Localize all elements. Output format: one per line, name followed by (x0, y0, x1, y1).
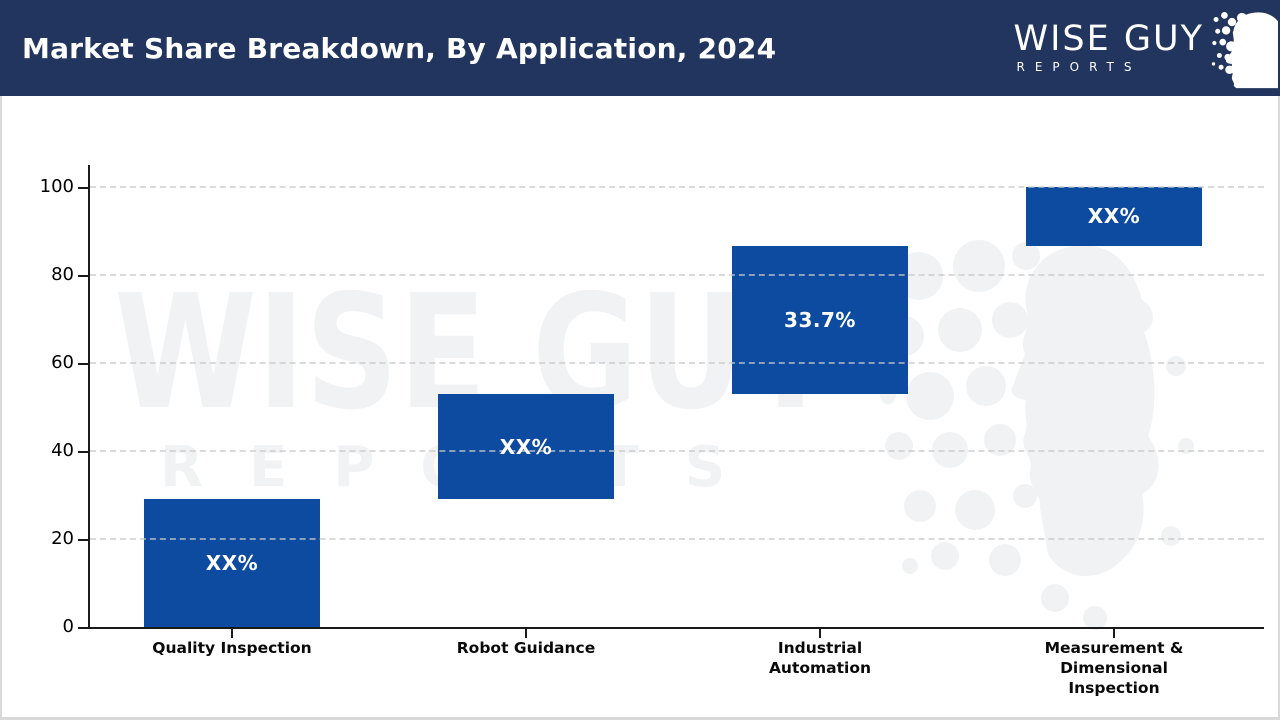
logo-head-icon (1211, 12, 1278, 89)
brand-logo: WISE GUY REPORTS (1013, 0, 1278, 96)
logo-wordmark: WISE GUY REPORTS (1013, 19, 1204, 75)
bar-value-label: XX% (499, 434, 553, 459)
plot-area: 0 20 40 60 80 100 XX% Quality Inspection XX% Robo… (2, 96, 1278, 717)
y-tick-mark (78, 187, 88, 189)
category-label: Quality Inspection (102, 638, 362, 658)
x-axis (88, 627, 1264, 629)
bar-value-label: 33.7% (784, 307, 856, 332)
bar-segment (1026, 187, 1202, 246)
x-tick-mark (525, 629, 527, 638)
y-tick-mark (78, 451, 88, 453)
logo-wordmark-line2: REPORTS (1016, 60, 1142, 74)
gridline (90, 450, 1264, 452)
bar-value-label: XX% (1087, 204, 1141, 229)
x-tick-mark (1113, 629, 1115, 638)
gridline (90, 186, 1264, 188)
logo-wordmark-line1: WISE GUY (1013, 19, 1204, 59)
category-label-line: Industrial (777, 639, 863, 657)
y-tick-label: 0 (62, 616, 74, 637)
category-label: Industrial Automation (690, 638, 950, 678)
bar-segment (144, 499, 320, 627)
category-label: Measurement & Dimensional Inspection (984, 638, 1244, 698)
y-tick-label: 60 (51, 352, 74, 373)
category-label-line: Inspection (1068, 679, 1160, 697)
y-tick-mark (78, 363, 88, 365)
y-tick-label: 80 (51, 264, 74, 285)
chart-canvas: WISE GUY REPORTS 020406080100XX%Quality … (0, 96, 1280, 720)
bar-segment (438, 393, 614, 500)
header: Market Share Breakdown, By Application, … (0, 0, 1280, 96)
gridline (90, 362, 1264, 364)
x-tick-mark (819, 629, 821, 638)
gridline (90, 274, 1264, 276)
gridline (90, 538, 1264, 540)
y-tick-label: 20 (51, 528, 74, 549)
category-label-line: Dimensional (1060, 659, 1168, 677)
category-label-line: Robot Guidance (456, 639, 596, 657)
category-label: Robot Guidance (396, 638, 656, 658)
y-tick-mark (78, 539, 88, 541)
y-tick-mark (78, 627, 88, 629)
y-tick-label: 40 (51, 440, 74, 461)
bar-segment (732, 245, 908, 394)
y-tick-label: 100 (39, 176, 74, 197)
chart-title: Market Share Breakdown, By Application, … (22, 31, 777, 65)
category-label-line: Automation (768, 659, 872, 677)
category-label-line: Quality Inspection (152, 639, 312, 657)
bar-value-label: XX% (205, 551, 259, 576)
x-tick-mark (231, 629, 233, 638)
y-tick-mark (78, 275, 88, 277)
y-axis (88, 165, 90, 629)
category-label-line: Measurement & (1044, 639, 1184, 657)
